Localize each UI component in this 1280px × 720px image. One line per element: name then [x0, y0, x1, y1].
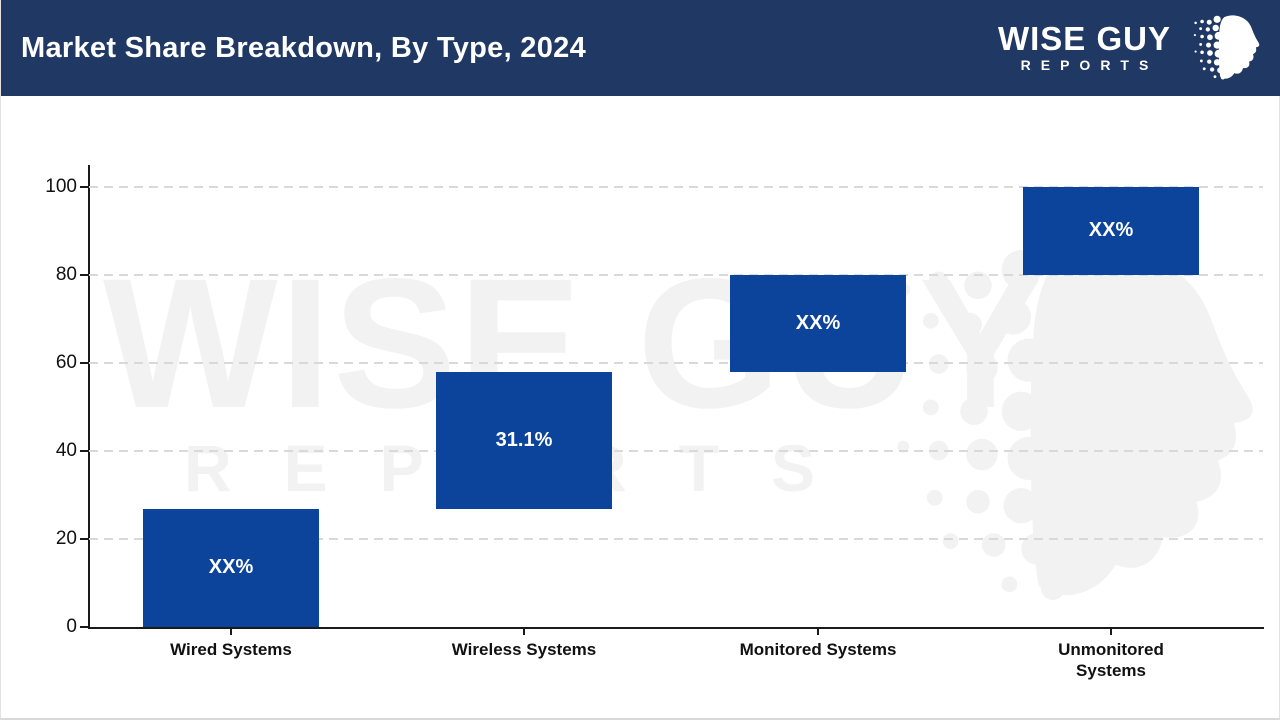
dotted-head-logo-icon	[1177, 5, 1263, 91]
y-tick-label-80: 80	[55, 264, 77, 285]
brand-logo: WISE GUY REPORTS	[998, 0, 1263, 96]
gridline-20	[89, 538, 1263, 540]
y-tick-label-0: 0	[66, 616, 77, 637]
bar-unmonitored-systems: XX%	[1023, 187, 1199, 275]
y-tick-40	[80, 450, 88, 452]
x-category-label: Unmonitored Systems	[1058, 640, 1164, 680]
x-tick-4	[1110, 627, 1112, 635]
y-axis-line	[88, 165, 90, 629]
x-tick-2	[523, 627, 525, 635]
bar-wired-systems: XX%	[143, 508, 319, 627]
x-category-label: Wireless Systems	[451, 640, 597, 659]
y-tick-label-100: 100	[45, 176, 77, 197]
y-tick-label-40: 40	[55, 440, 77, 461]
brand-logo-text: WISE GUY REPORTS	[998, 22, 1171, 74]
x-category-label: Wired Systems	[170, 640, 292, 659]
y-tick-20	[80, 538, 88, 540]
gridline-40	[89, 450, 1263, 452]
y-tick-0	[80, 626, 88, 628]
bar-value-label: XX%	[1088, 219, 1134, 242]
y-tick-100	[80, 186, 88, 188]
bar-monitored-systems: XX%	[730, 274, 906, 372]
bar-value-label: XX%	[208, 556, 254, 579]
y-tick-60	[80, 362, 88, 364]
gridline-80	[89, 274, 1263, 276]
bar-value-label: XX%	[795, 311, 841, 334]
page-title: Market Share Breakdown, By Type, 2024	[21, 31, 587, 64]
y-tick-label-20: 20	[55, 528, 77, 549]
y-tick-80	[80, 274, 88, 276]
x-axis-line	[88, 627, 1264, 629]
header-bar: Market Share Breakdown, By Type, 2024 WI…	[1, 0, 1280, 96]
x-category-label: Monitored Systems	[739, 640, 897, 659]
brand-subname: REPORTS	[1020, 57, 1159, 73]
x-tick-3	[817, 627, 819, 635]
brand-name: WISE GUY	[997, 20, 1171, 57]
gridline-60	[89, 362, 1263, 364]
gridline-100	[89, 186, 1263, 188]
bar-wireless-systems: 31.1%	[436, 371, 612, 509]
x-tick-1	[230, 627, 232, 635]
bar-value-label: 31.1%	[495, 428, 553, 451]
y-tick-label-60: 60	[55, 352, 77, 373]
